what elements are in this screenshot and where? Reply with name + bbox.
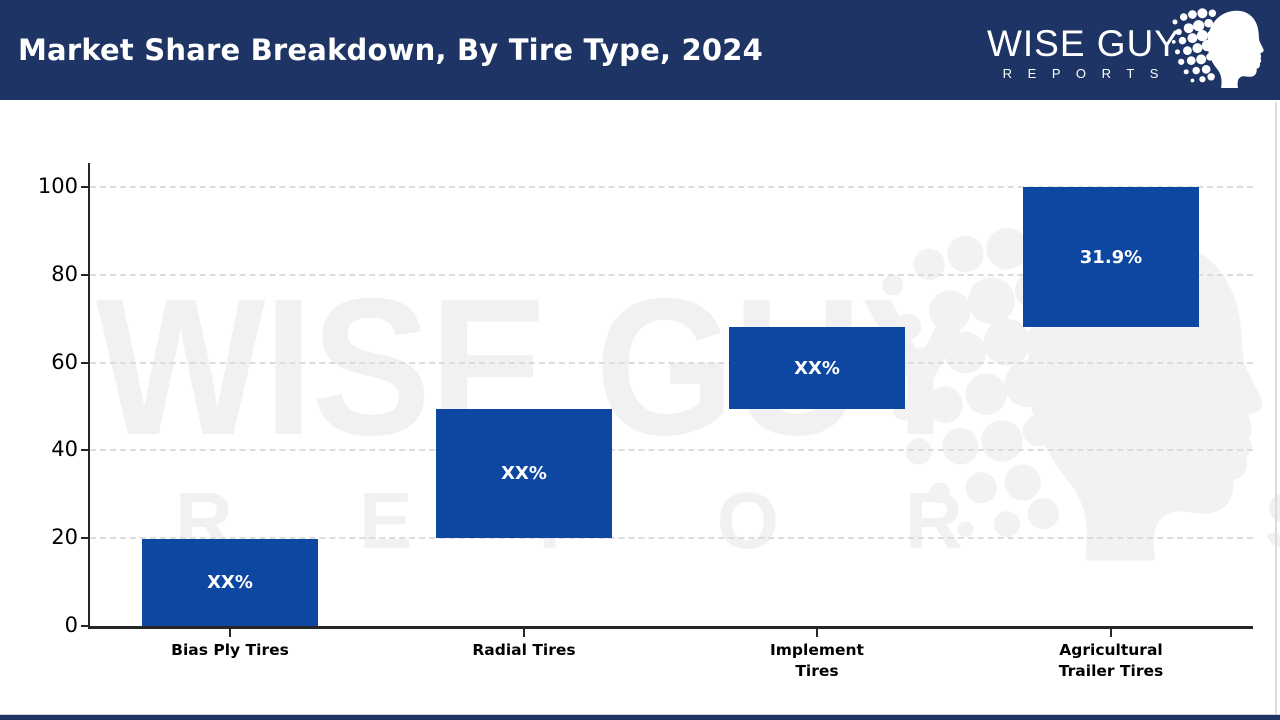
x-category-label-1: Bias Ply Tires: [171, 641, 289, 659]
brand-logo: WISE GUY R E P O R T S: [987, 6, 1266, 94]
bar-agricultural-trailer-tires: 31.9%: [1023, 187, 1199, 328]
bar-value-label: XX%: [501, 463, 547, 485]
x-tick-1: [229, 629, 231, 637]
bar-value-label: 31.9%: [1079, 246, 1143, 268]
x-category-label-2: Radial Tires: [472, 641, 576, 659]
y-tick-label-0: 0: [64, 613, 78, 637]
y-tick-label-80: 80: [51, 261, 78, 286]
y-tick-60: [81, 361, 90, 364]
footer-divider: [0, 714, 1280, 715]
bar-value-label: XX%: [794, 357, 840, 379]
gridline-y-20: [90, 537, 1253, 540]
x-axis-line: [88, 626, 1253, 629]
x-category-label-3: Implement Tires: [770, 641, 864, 680]
brand-tagline-text: R E P O R T S: [1002, 65, 1165, 81]
brand-text: WISE GUY R E P O R T S: [986, 23, 1180, 81]
gridline-y-100: [90, 186, 1253, 188]
y-tick-40: [81, 449, 90, 452]
header-banner: Market Share Breakdown, By Tire Type, 20…: [0, 0, 1280, 100]
gridline-y-40: [90, 449, 1253, 452]
y-tick-label-40: 40: [51, 437, 78, 462]
y-tick-80: [81, 273, 90, 276]
y-tick-label-100: 100: [37, 174, 78, 198]
y-tick-20: [81, 537, 90, 540]
x-tick-2: [523, 629, 525, 637]
gridline-y-80: [90, 273, 1253, 276]
chart-title: Market Share Breakdown, By Tire Type, 20…: [18, 33, 763, 67]
y-tick-100: [81, 186, 90, 188]
gridline-y-60: [90, 361, 1253, 364]
y-tick-label-60: 60: [51, 349, 78, 374]
x-tick-3: [816, 629, 818, 637]
bar-radial-tires: XX%: [436, 409, 612, 539]
x-category-label-4: Agricultural Trailer Tires: [1058, 641, 1164, 680]
x-tick-4: [1110, 629, 1112, 637]
y-tick-0: [81, 625, 90, 627]
brand-name-text: WISE GUY: [986, 23, 1180, 65]
y-axis-line: [88, 163, 90, 628]
y-tick-label-20: 20: [51, 525, 78, 550]
right-edge-line: [1275, 102, 1277, 714]
brand-face-icon: [1171, 8, 1264, 89]
bar-implement-tires: XX%: [729, 327, 905, 410]
footer-bar: [0, 715, 1280, 720]
bar-value-label: XX%: [207, 572, 253, 594]
bar-bias-ply-tires: XX%: [142, 539, 318, 626]
